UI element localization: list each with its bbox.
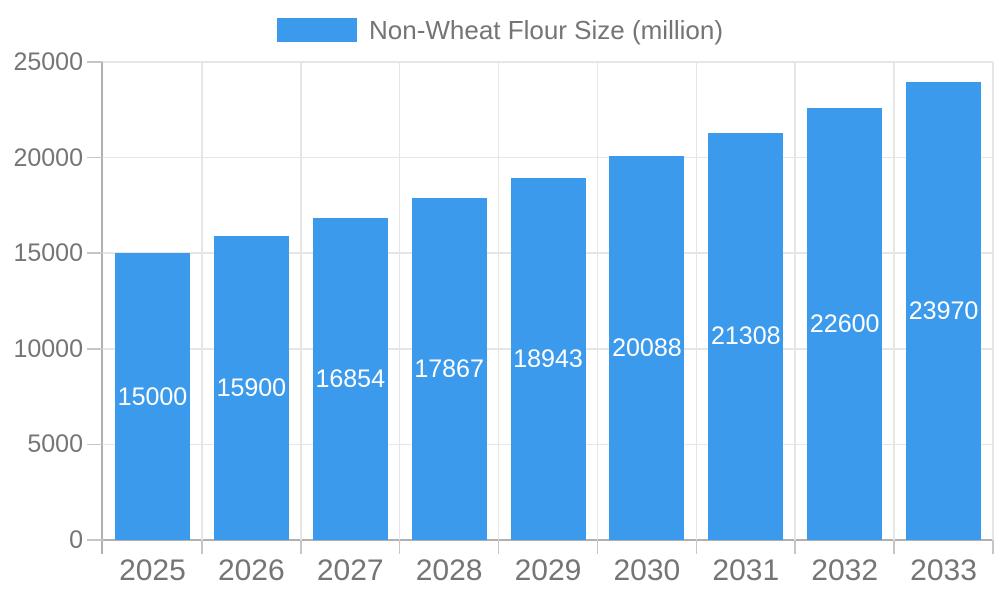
x-axis-label: 2032 [811, 554, 879, 587]
gridline-vertical [695, 62, 698, 540]
x-axis-tick [794, 540, 796, 554]
bar-value-label: 23970 [908, 296, 979, 325]
x-axis-label: 2028 [415, 554, 483, 587]
x-axis-line [89, 539, 993, 541]
x-axis-label: 2031 [712, 554, 780, 587]
x-axis-label: 2025 [119, 554, 186, 587]
y-axis-label: 5000 [27, 430, 83, 459]
bar-value-label: 21308 [711, 322, 781, 351]
gridline-vertical [300, 62, 302, 540]
gridline-vertical [398, 62, 401, 540]
bar-value-label: 15900 [216, 373, 287, 402]
y-axis-tick [87, 348, 103, 350]
legend-swatch-icon [277, 18, 357, 42]
x-axis-tick [992, 540, 994, 554]
bar-value-label: 22600 [809, 309, 880, 338]
y-axis-tick [87, 61, 103, 63]
bar-2028[interactable] [411, 198, 487, 540]
bar-value-label: 17867 [414, 355, 484, 384]
bar-2029[interactable] [510, 177, 586, 540]
bar-value-label: 18943 [513, 344, 583, 373]
y-axis-label: 15000 [13, 239, 83, 268]
gridline-vertical [596, 62, 599, 540]
y-axis-label: 25000 [13, 48, 83, 76]
bar-value-label: 16854 [315, 364, 385, 393]
bar-2033[interactable] [906, 81, 982, 540]
gridline-vertical [201, 62, 203, 540]
bar-value-label: 20088 [612, 333, 682, 362]
y-axis-tick [87, 443, 103, 446]
x-axis-tick [596, 540, 599, 554]
y-axis-label: 0 [69, 526, 83, 554]
gridline-vertical [893, 62, 895, 540]
x-axis-tick [497, 540, 500, 554]
x-axis-tick [300, 540, 302, 554]
gridline-vertical [497, 62, 500, 540]
legend[interactable]: Non-Wheat Flour Size (million) [0, 14, 1000, 45]
x-axis-tick [695, 540, 698, 554]
gridline-vertical [992, 62, 994, 540]
bar-value-label: 15000 [117, 382, 188, 411]
x-axis-label: 2029 [514, 554, 582, 587]
y-axis-tick [87, 156, 103, 159]
gridline-horizontal [103, 156, 993, 159]
x-axis-label: 2033 [910, 554, 977, 587]
x-axis-tick [893, 540, 895, 554]
bar-2026[interactable] [213, 235, 289, 540]
y-axis-label: 20000 [13, 143, 83, 172]
bar-2031[interactable] [708, 132, 784, 540]
legend-label: Non-Wheat Flour Size (million) [369, 14, 723, 45]
bar-2027[interactable] [312, 217, 388, 540]
x-axis-tick [398, 540, 401, 554]
y-axis-tick [87, 252, 103, 254]
y-axis-tick [87, 539, 103, 541]
gridline-vertical [794, 62, 796, 540]
x-axis-label: 2030 [613, 554, 681, 587]
x-axis-tick [201, 540, 203, 554]
bar-2032[interactable] [807, 107, 883, 540]
y-axis-line [101, 62, 103, 554]
bar-2025[interactable] [114, 253, 190, 540]
x-axis-label: 2027 [316, 554, 384, 587]
gridline-horizontal [103, 61, 993, 63]
y-axis-label: 10000 [13, 334, 83, 363]
bar-2030[interactable] [609, 155, 685, 540]
x-axis-label: 2026 [217, 554, 285, 587]
